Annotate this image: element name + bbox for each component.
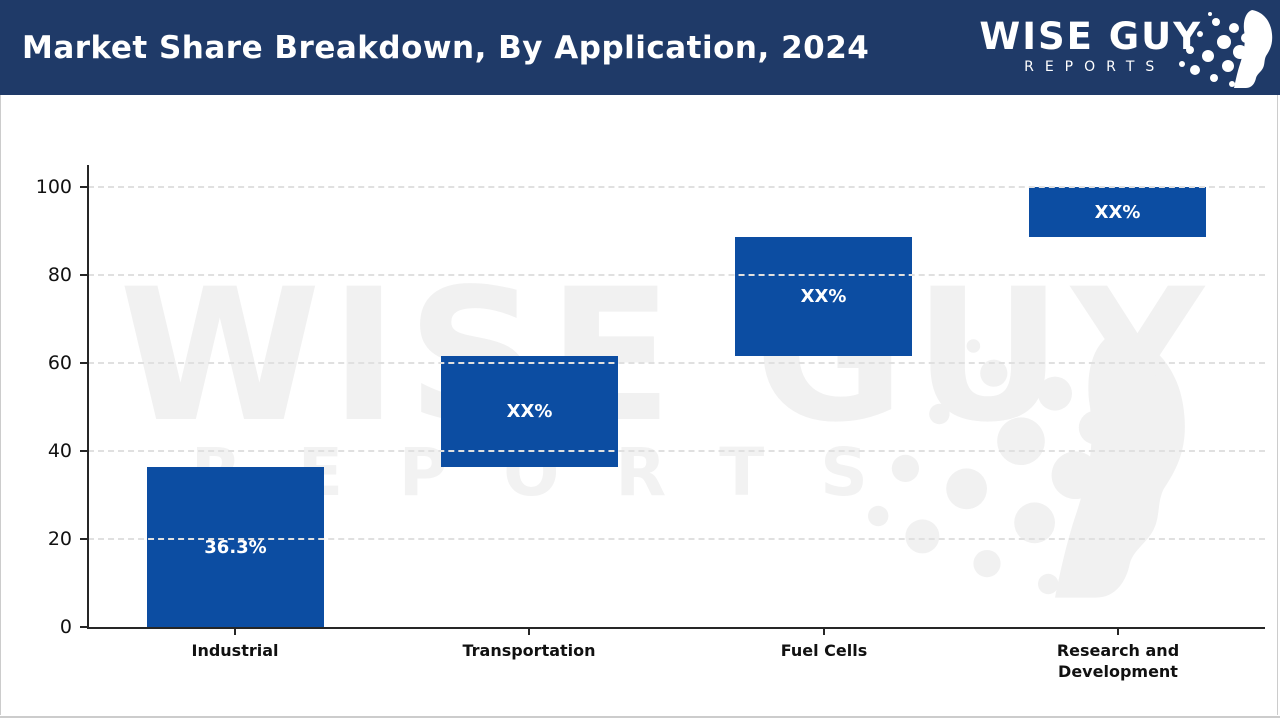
bar-industrial [147, 467, 324, 627]
x-axis-label-industrial: Industrial [191, 641, 279, 660]
bar-transportation [441, 356, 618, 467]
y-axis-tick-label: 60 [47, 352, 72, 374]
gridline-20 [88, 538, 1265, 540]
bar-value-label-industrial: 36.3% [204, 536, 267, 558]
y-axis-tick [80, 186, 88, 188]
y-axis-tick [80, 362, 88, 364]
y-axis-tick-label: 0 [59, 616, 72, 638]
y-axis-tick-label: 80 [47, 264, 72, 286]
x-axis-label-fuel-cells: Fuel Cells [780, 641, 868, 660]
gridline-100 [88, 186, 1265, 188]
x-axis-tick [528, 627, 530, 635]
bar-value-label-transportation: XX% [506, 401, 553, 422]
y-axis-tick [80, 450, 88, 452]
y-axis-tick [80, 626, 88, 628]
x-axis-label-research-and-development: Research and Development [1056, 641, 1180, 681]
y-axis-tick-label: 100 [35, 176, 72, 198]
page-title: Market Share Breakdown, By Application, … [22, 29, 870, 66]
gridline-60 [88, 362, 1265, 364]
gridline-80 [88, 274, 1265, 276]
y-axis-tick-label: 40 [47, 440, 72, 462]
header-bar: Market Share Breakdown, By Application, … [0, 0, 1280, 95]
y-axis-line [87, 165, 89, 629]
bar-fuel-cells [735, 237, 912, 356]
watermark-dotted-head-icon [868, 332, 1185, 598]
y-axis-tick [80, 274, 88, 276]
x-axis-line [87, 627, 1265, 629]
bar-research-and-development [1029, 187, 1206, 237]
chart-canvas: WISE GUY REPORTS 0 20 40 60 80 100 36.3% Indust… [0, 95, 1278, 715]
bottom-border-line [0, 716, 1280, 718]
bar-value-label-research-and-development: XX% [1094, 201, 1141, 223]
x-axis-tick [1117, 627, 1119, 635]
gridline-40 [88, 450, 1265, 452]
wise-guy-reports-logo: WISE GUY REPORTS [979, 8, 1273, 90]
bar-value-label-fuel-cells: XX% [800, 286, 847, 307]
logo-brand-sub: REPORTS [1024, 59, 1166, 75]
x-axis-tick [823, 627, 825, 635]
logo-brand-name: WISE GUY [979, 15, 1202, 58]
x-axis-tick [234, 627, 236, 635]
logo-wordmark: WISE GUY REPORTS [979, 18, 1202, 75]
y-axis-tick [80, 538, 88, 540]
y-axis-tick-label: 20 [47, 528, 72, 550]
x-axis-label-transportation: Transportation [462, 641, 596, 660]
dotted-head-icon [1179, 10, 1273, 88]
